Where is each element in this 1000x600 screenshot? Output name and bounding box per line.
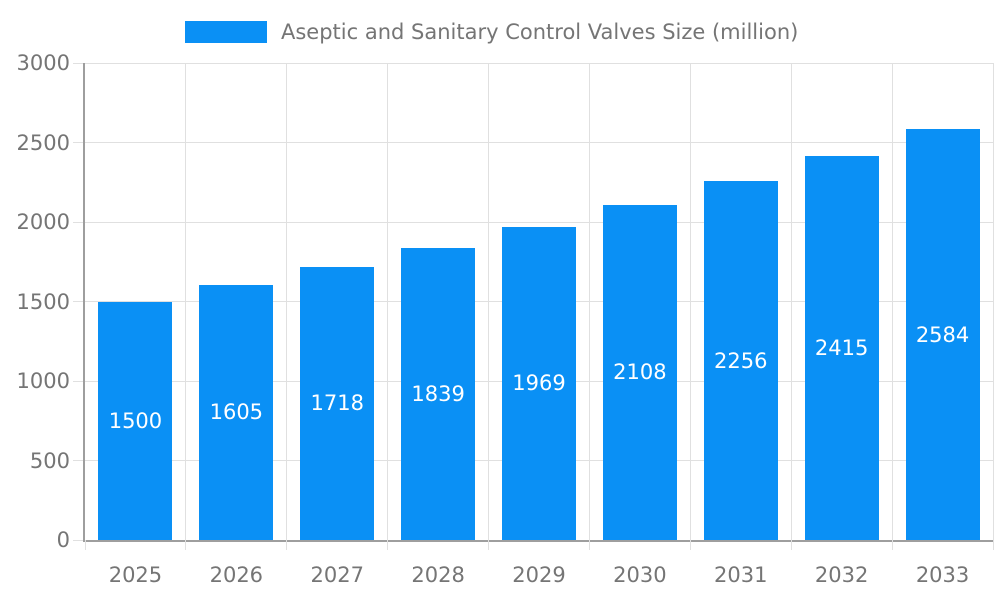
y-axis-label: 1500 (16, 289, 70, 314)
bar (703, 181, 778, 540)
bar (602, 204, 677, 540)
x-axis-label: 2032 (814, 563, 869, 587)
x-axis-label: 2025 (108, 563, 163, 587)
bar (401, 247, 476, 540)
gridline-vertical (689, 63, 691, 540)
y-axis-label: 2500 (16, 130, 70, 155)
x-axis-tick (84, 540, 86, 550)
bar-value-label: 1500 (108, 408, 163, 433)
y-axis-label: 2000 (16, 210, 70, 234)
y-axis-tick (73, 301, 83, 302)
x-axis-tick (689, 540, 691, 550)
bar (199, 284, 274, 540)
gridline-vertical (286, 63, 288, 540)
gridline-vertical (992, 63, 994, 540)
bar-value-label: 2256 (714, 348, 768, 373)
gridline-vertical (891, 63, 893, 540)
x-axis-tick (387, 540, 389, 550)
bar (300, 266, 375, 540)
gridline-vertical (588, 63, 590, 540)
y-axis-label: 3000 (16, 51, 70, 75)
bar (98, 301, 173, 540)
x-axis-tick (185, 540, 187, 550)
y-axis-label: 500 (29, 448, 70, 473)
x-axis-tick (286, 540, 288, 550)
y-axis-tick (73, 460, 83, 461)
gridline-vertical (185, 63, 187, 540)
x-axis-tick (488, 540, 490, 550)
y-axis-label: 1000 (16, 369, 70, 393)
x-axis-label: 2031 (714, 563, 768, 587)
legend-label: Aseptic and Sanitary Control Valves Size… (281, 20, 799, 44)
bar-value-label: 1605 (209, 400, 264, 425)
x-axis-label: 2027 (310, 563, 364, 587)
y-axis-tick (73, 221, 83, 223)
x-axis-tick (891, 540, 893, 550)
x-axis-tick (588, 540, 590, 550)
legend: Aseptic and Sanitary Control Valves Size… (185, 19, 798, 45)
gridline-vertical (790, 63, 792, 540)
bar (502, 226, 576, 540)
x-axis-label: 2029 (512, 563, 566, 587)
bar-value-label: 2584 (915, 322, 970, 347)
x-axis-label: 2026 (209, 563, 264, 587)
y-axis-tick (73, 142, 83, 143)
gridline-horizontal (85, 221, 993, 223)
y-axis-tick (73, 539, 83, 541)
gridline-vertical (488, 63, 490, 540)
bar-value-label: 2108 (613, 360, 667, 385)
y-axis-label: 0 (56, 528, 70, 552)
y-axis-tick (73, 380, 83, 382)
plot-area: 0 500 1000 1500 2000 2500 3000 2025 1500 2026 1605… (17, 51, 994, 587)
x-axis-tick (992, 540, 994, 550)
bar (905, 129, 980, 540)
bar-value-label: 2415 (814, 336, 869, 360)
x-axis-label: 2030 (613, 563, 667, 587)
bar (804, 156, 879, 540)
bar-value-label: 1718 (310, 391, 364, 416)
bar-value-label: 1839 (411, 381, 465, 406)
gridline-horizontal (85, 142, 993, 143)
gridline-vertical (387, 63, 389, 540)
y-axis-tick (73, 62, 83, 64)
legend-swatch (185, 21, 267, 43)
gridline-horizontal (85, 62, 993, 64)
bar-value-label: 1969 (512, 371, 566, 396)
x-axis-label: 2033 (915, 563, 970, 587)
x-axis-label: 2028 (411, 563, 465, 587)
x-axis-tick (790, 540, 792, 550)
